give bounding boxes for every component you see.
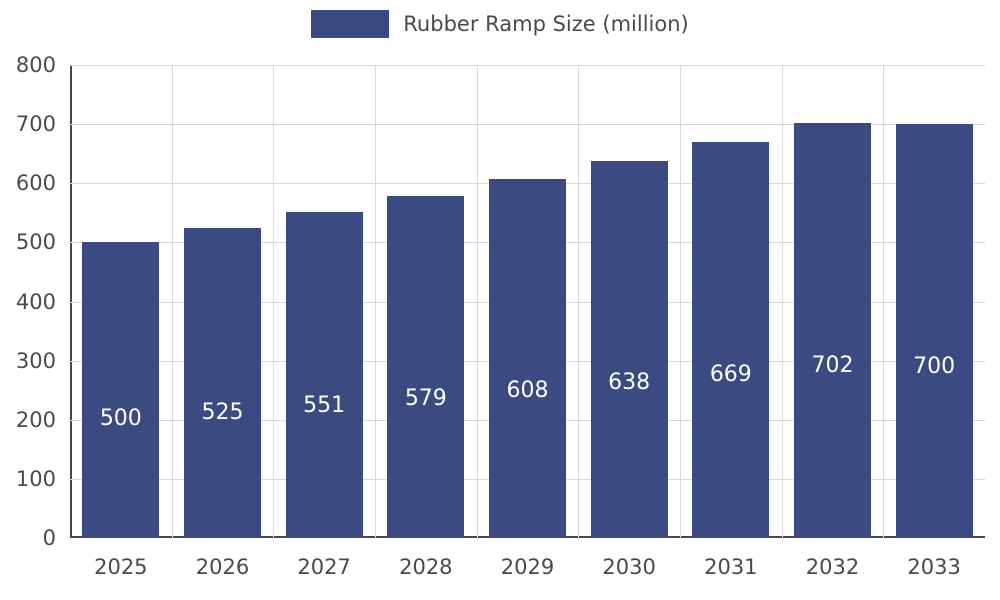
gridline-vertical [375, 65, 376, 538]
y-tick-label: 100 [15, 466, 56, 491]
y-tick-label: 800 [15, 53, 56, 77]
y-tick-label: 200 [15, 407, 56, 432]
x-tick-label: 2029 [500, 555, 555, 579]
bar[interactable]: 579 [387, 195, 465, 538]
bar[interactable]: 669 [692, 142, 770, 538]
bar-value-label: 669 [709, 361, 752, 387]
x-tick-label: 2025 [94, 555, 148, 579]
gridline-vertical [578, 65, 580, 538]
chart-legend: Rubber Ramp Size (million) [0, 0, 1000, 48]
bar-value-label: 638 [608, 370, 651, 396]
x-tick-label: 2033 [907, 555, 961, 579]
x-tick-label: 2031 [704, 555, 758, 579]
bar[interactable]: 500 [82, 242, 160, 538]
y-tick-label: 300 [15, 348, 56, 373]
gridline-vertical [680, 65, 681, 538]
x-tick-label: 2030 [602, 555, 656, 579]
bar-value-label: 702 [811, 353, 854, 379]
bar-value-label: 525 [201, 399, 244, 425]
bar[interactable]: 638 [590, 160, 668, 538]
x-tick-label: 2028 [399, 555, 453, 579]
gridline-horizontal [70, 65, 985, 66]
gridline-vertical [171, 65, 173, 538]
bar-value-label: 500 [99, 406, 142, 432]
bar[interactable]: 702 [793, 122, 872, 538]
bar[interactable]: 700 [895, 124, 973, 538]
bar[interactable]: 608 [488, 178, 567, 538]
x-tick-label: 2032 [805, 555, 860, 579]
bar[interactable]: 525 [183, 227, 262, 538]
bar-value-label: 700 [913, 353, 956, 379]
plot-area: 500 525 551 579 608 638 669 702 700 [70, 65, 985, 538]
x-axis-tick-labels: 2025 2026 2027 2028 2029 2030 2031 2032 2033 [70, 545, 985, 590]
gridline-horizontal [70, 124, 985, 126]
legend-label: Rubber Ramp Size (million) [403, 12, 689, 36]
bar-value-label: 608 [506, 378, 549, 404]
legend-swatch-icon [311, 10, 390, 38]
gridline-vertical [273, 65, 275, 538]
y-tick-label: 500 [15, 230, 56, 255]
bar[interactable]: 551 [285, 212, 363, 538]
y-tick-label: 0 [42, 526, 56, 550]
x-tick-label: 2027 [297, 555, 351, 579]
gridline-vertical [476, 65, 478, 538]
gridline-vertical [883, 65, 885, 538]
y-axis-tick-labels: 0 100 200 300 400 500 600 700 800 [0, 53, 56, 550]
legend-item-rubber-ramp-size[interactable]: Rubber Ramp Size (million) [311, 10, 689, 38]
y-tick-label: 600 [15, 171, 56, 196]
y-tick-label: 400 [15, 289, 56, 314]
x-tick-label: 2026 [195, 555, 250, 579]
bar-value-label: 579 [404, 385, 447, 411]
bar-value-label: 551 [303, 393, 346, 419]
y-tick-label: 700 [15, 112, 56, 137]
gridline-vertical [781, 65, 783, 538]
